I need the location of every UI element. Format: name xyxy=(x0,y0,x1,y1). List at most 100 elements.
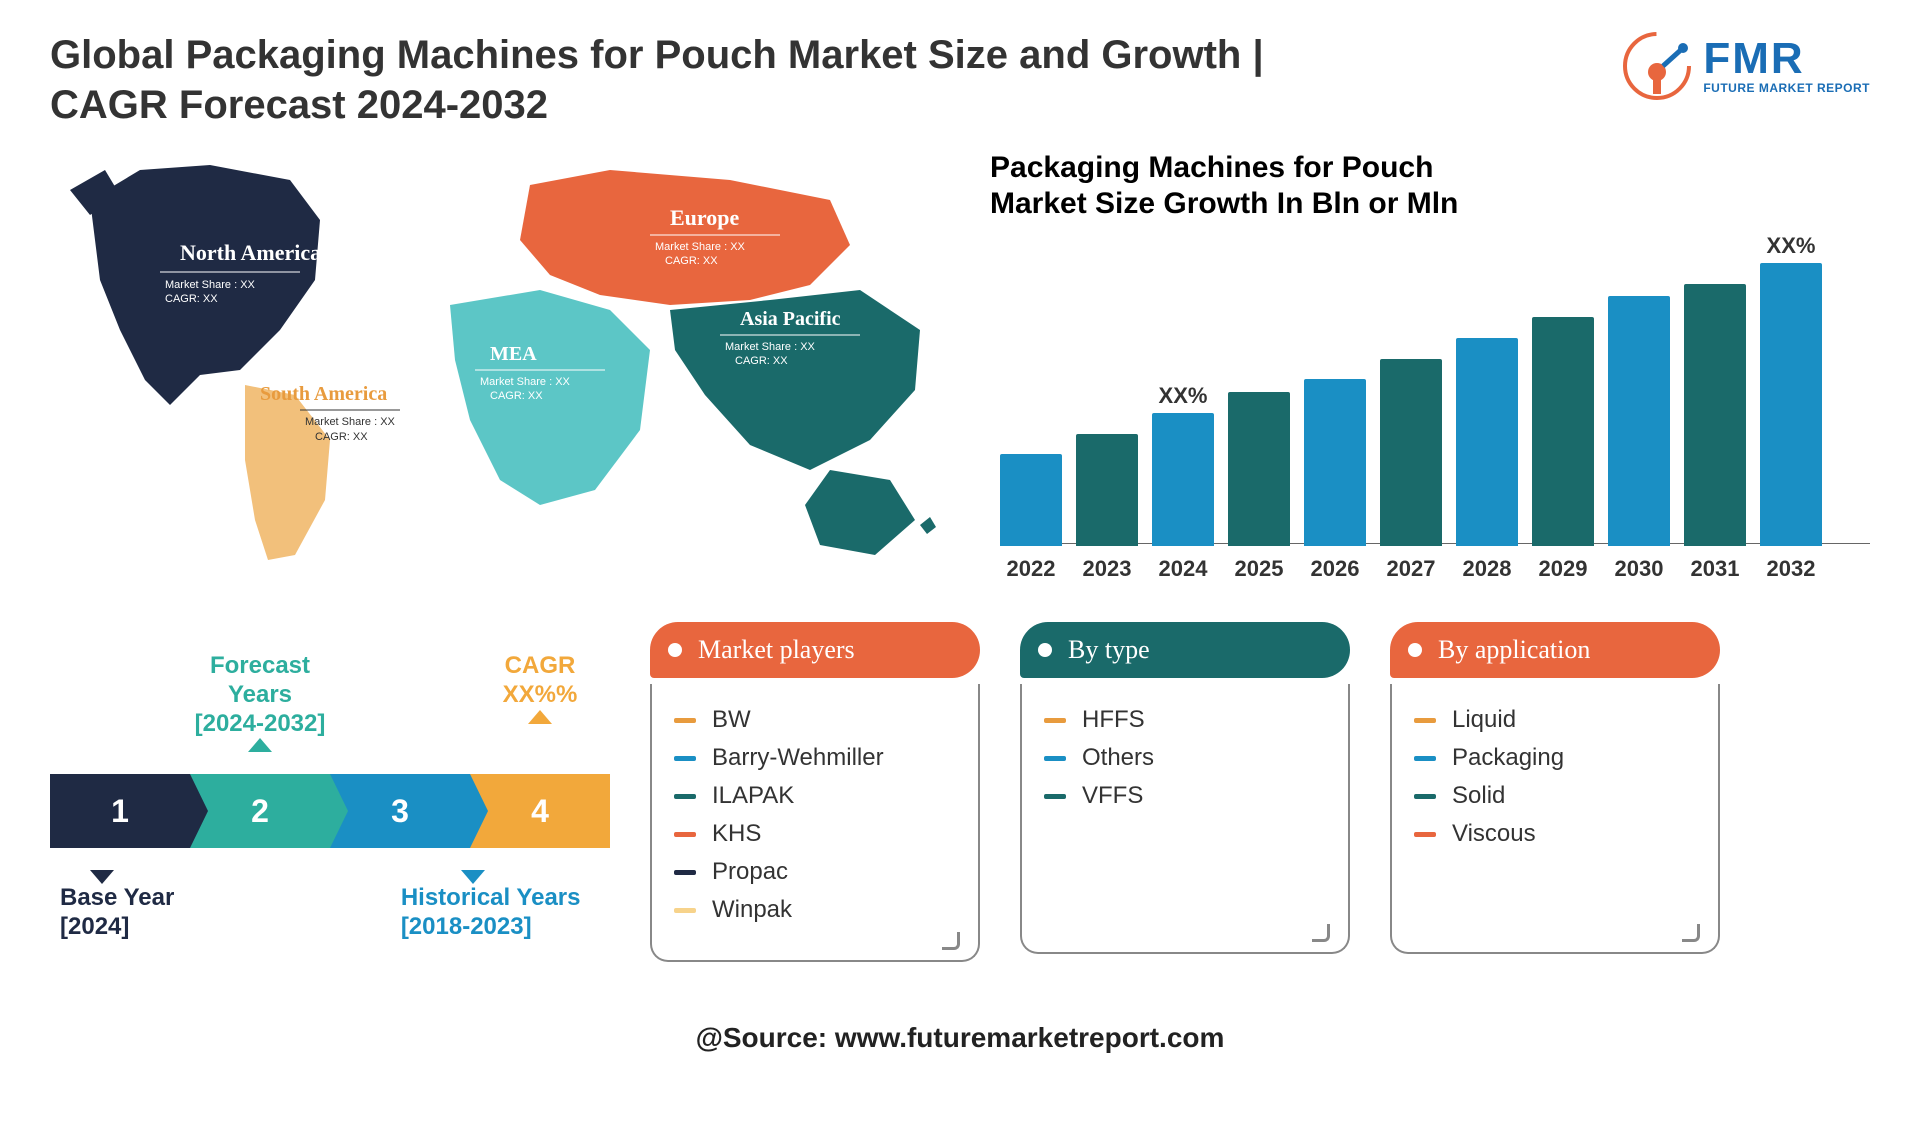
bar-2026: 2026 xyxy=(1304,379,1366,582)
category-item: BW xyxy=(674,706,956,734)
mea-label: MEA xyxy=(490,343,537,365)
sa-label: South America xyxy=(260,383,387,405)
bar-column xyxy=(1608,296,1670,546)
timeline-bar: 1234 xyxy=(50,774,610,848)
na-share: Market Share : XX xyxy=(165,279,256,291)
timeline-bottom-label: Base Year[2024] xyxy=(60,884,319,942)
bar-year-label: 2031 xyxy=(1691,556,1740,582)
bar-column xyxy=(1684,284,1746,547)
logo: FMR FUTURE MARKET REPORT xyxy=(1621,30,1870,102)
bar-2027: 2027 xyxy=(1380,359,1442,583)
category-item: Others xyxy=(1044,744,1326,772)
category-market-players: Market players BWBarry-WehmillerILAPAKKH… xyxy=(650,622,980,962)
chart-title: Packaging Machines for Pouch Market Size… xyxy=(990,150,1470,222)
na-label: North America xyxy=(180,240,321,265)
category-item: Liquid xyxy=(1414,706,1696,734)
timeline-segment-2: 2 xyxy=(190,774,330,848)
bar-2028: 2028 xyxy=(1456,338,1518,582)
pill-label: By type xyxy=(1068,635,1150,665)
bar-column xyxy=(1760,263,1822,546)
bar-column xyxy=(1380,359,1442,547)
bar-year-label: 2024 xyxy=(1159,556,1208,582)
region-europe xyxy=(520,170,850,305)
category-by-type: By type HFFS Others VFFS xyxy=(1020,622,1350,954)
eu-label: Europe xyxy=(670,205,740,230)
region-south-america xyxy=(245,385,330,560)
lower-section: Forecast Years[2024-2032] CAGRXX%% 1234 B… xyxy=(50,622,1870,962)
bar-year-label: 2025 xyxy=(1235,556,1284,582)
pill-label: By application xyxy=(1438,635,1590,665)
timeline-top-labels: Forecast Years[2024-2032] CAGRXX%% xyxy=(50,652,610,758)
logo-sub: FUTURE MARKET REPORT xyxy=(1703,81,1870,95)
bar-year-label: 2022 xyxy=(1007,556,1056,582)
category-item: Solid xyxy=(1414,782,1696,810)
category-item: Packaging xyxy=(1414,744,1696,772)
timeline-top-label: CAGRXX%% xyxy=(470,652,610,710)
triangle-up-icon xyxy=(528,710,552,724)
bar-column xyxy=(1000,454,1062,546)
pill-by-application: By application xyxy=(1390,622,1720,678)
timeline-bottom-labels: Base Year[2024] Historical Years[2018-202… xyxy=(50,864,610,942)
category-item: VFFS xyxy=(1044,782,1326,810)
pill-by-type: By type xyxy=(1020,622,1350,678)
timeline-top-label: Forecast Years[2024-2032] xyxy=(190,652,330,738)
category-item: HFFS xyxy=(1044,706,1326,734)
bar-2029: 2029 xyxy=(1532,317,1594,582)
bar-column xyxy=(1076,434,1138,547)
triangle-up-icon xyxy=(248,738,272,752)
ap-cagr: CAGR: XX xyxy=(735,355,788,367)
ap-label: Asia Pacific xyxy=(740,308,841,330)
cat-body-type: HFFS Others VFFS xyxy=(1020,684,1350,954)
bar-chart-zone: Packaging Machines for Pouch Market Size… xyxy=(990,150,1870,582)
logo-icon xyxy=(1621,30,1693,102)
bar-column xyxy=(1304,379,1366,546)
bar-2032: XX%2032 xyxy=(1760,263,1822,582)
map-svg: North America Market Share : XX CAGR: XX… xyxy=(50,150,950,570)
page-title: Global Packaging Machines for Pouch Mark… xyxy=(50,30,1350,130)
category-by-application: By application Liquid Packaging Solid Visco… xyxy=(1390,622,1720,954)
header: Global Packaging Machines for Pouch Mark… xyxy=(50,30,1870,130)
category-item: KHS xyxy=(674,820,956,848)
region-mea xyxy=(450,290,650,505)
bar-2030: 2030 xyxy=(1608,296,1670,582)
bar-column xyxy=(1532,317,1594,546)
bar-annotation: XX% xyxy=(1159,383,1208,409)
bar-column xyxy=(1228,392,1290,546)
bar-year-label: 2026 xyxy=(1311,556,1360,582)
bar-2024: XX%2024 xyxy=(1152,413,1214,582)
timeline-bottom-label: Historical Years[2018-2023] xyxy=(401,884,600,942)
bar-year-label: 2028 xyxy=(1463,556,1512,582)
bar-chart: 20222023XX%20242025202620272028202920302… xyxy=(1000,242,1870,582)
category-item: ILAPAK xyxy=(674,782,956,810)
triangle-down-icon xyxy=(461,870,485,884)
cat-body-application: Liquid Packaging Solid Viscous xyxy=(1390,684,1720,954)
source-line: @Source: www.futuremarketreport.com xyxy=(50,1022,1870,1054)
timeline-segment-1: 1 xyxy=(50,774,190,848)
bar-year-label: 2027 xyxy=(1387,556,1436,582)
cat-corner-icon xyxy=(1312,924,1330,942)
bar-year-label: 2032 xyxy=(1767,556,1816,582)
pill-label: Market players xyxy=(698,635,855,665)
timeline-segment-4: 4 xyxy=(470,774,610,848)
bar-2022: 2022 xyxy=(1000,454,1062,582)
na-cagr: CAGR: XX xyxy=(165,293,218,305)
bar-year-label: 2023 xyxy=(1083,556,1132,582)
category-item: Winpak xyxy=(674,896,956,924)
bar-2025: 2025 xyxy=(1228,392,1290,582)
bar-year-label: 2029 xyxy=(1539,556,1588,582)
triangle-down-icon xyxy=(90,870,114,884)
eu-cagr: CAGR: XX xyxy=(665,255,718,267)
ap-share: Market Share : XX xyxy=(725,341,816,353)
bar-year-label: 2030 xyxy=(1615,556,1664,582)
timeline: Forecast Years[2024-2032] CAGRXX%% 1234 B… xyxy=(50,622,610,942)
bar-2023: 2023 xyxy=(1076,434,1138,583)
bar-column xyxy=(1456,338,1518,546)
sa-share: Market Share : XX xyxy=(305,416,396,428)
pill-market-players: Market players xyxy=(650,622,980,678)
bar-annotation: XX% xyxy=(1767,233,1816,259)
nz-shape xyxy=(920,517,936,534)
cat-body-players: BWBarry-WehmillerILAPAKKHSPropacWinpak xyxy=(650,684,980,962)
eu-share: Market Share : XX xyxy=(655,241,746,253)
logo-main: FMR xyxy=(1703,37,1870,81)
category-item: Viscous xyxy=(1414,820,1696,848)
